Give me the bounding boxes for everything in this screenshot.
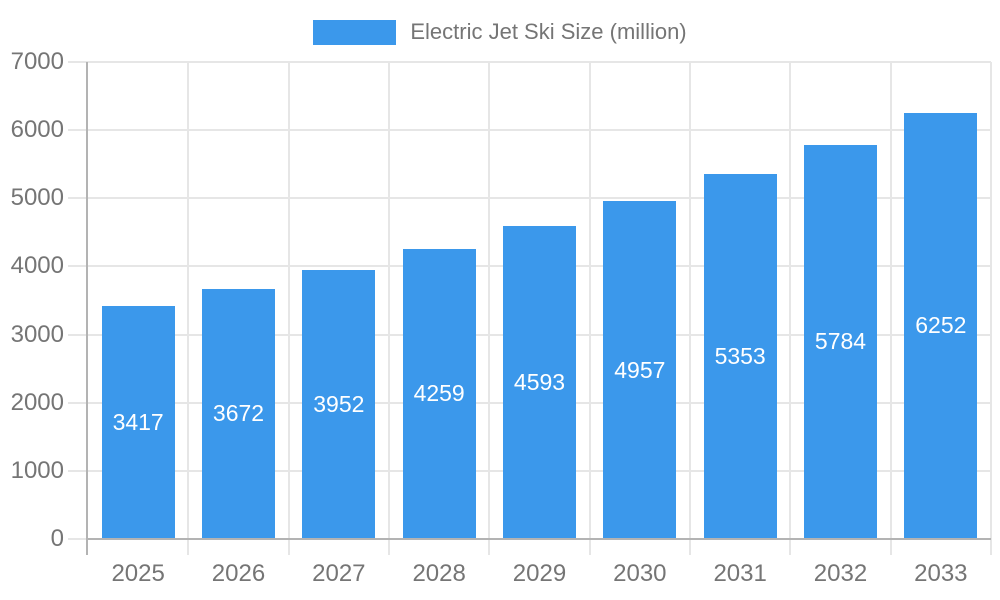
x-axis-label: 2026 (211, 560, 266, 587)
x-gridline (789, 62, 792, 555)
x-axis-label: 2031 (713, 560, 767, 587)
x-gridline (388, 62, 390, 555)
y-axis-label: 0 (50, 525, 64, 552)
y-gridline (68, 129, 991, 132)
x-gridline (187, 62, 190, 555)
bar-value-label: 4593 (513, 369, 566, 395)
y-axis-label: 7000 (10, 48, 64, 75)
x-axis-line (86, 538, 991, 540)
bar-value-label: 6252 (915, 312, 967, 339)
bar-value-label: 3952 (313, 390, 365, 417)
y-axis-line (86, 62, 88, 555)
x-axis-label: 2030 (613, 560, 667, 587)
y-axis-label: 4000 (10, 252, 64, 280)
bar-2032[interactable]: 5784 (804, 144, 877, 539)
y-axis-label: 1000 (10, 456, 64, 484)
bar-value-label: 5353 (714, 343, 766, 370)
y-tick-mark (68, 538, 88, 540)
bar-2030[interactable]: 4957 (603, 201, 677, 539)
bar-2029[interactable]: 4593 (503, 226, 576, 539)
x-gridline (588, 62, 591, 555)
y-axis-label: 2000 (10, 388, 64, 416)
legend-label: Electric Jet Ski Size (million) (410, 19, 687, 44)
bar-2031[interactable]: 5353 (703, 174, 777, 539)
x-axis-label: 2029 (512, 560, 567, 587)
legend[interactable]: Electric Jet Ski Size (million) (0, 17, 1000, 47)
bar-value-label: 3672 (212, 400, 265, 427)
bar-2033[interactable]: 6252 (904, 112, 978, 539)
bar-value-label: 5784 (814, 328, 867, 355)
y-axis-label: 6000 (10, 116, 64, 144)
y-axis-label: 5000 (10, 184, 64, 212)
x-gridline (488, 62, 491, 555)
x-axis-label: 2027 (312, 560, 366, 587)
bar-2026[interactable]: 3672 (202, 288, 275, 539)
bar-value-label: 4259 (413, 380, 465, 407)
bar-value-label: 4957 (614, 356, 666, 383)
x-gridline (990, 62, 992, 555)
legend-swatch-icon (313, 19, 397, 45)
bar-2027[interactable]: 3952 (302, 269, 376, 539)
x-axis-label: 2032 (813, 560, 868, 587)
y-axis-label: 3000 (10, 320, 64, 348)
y-gridline (68, 197, 991, 200)
x-gridline (689, 62, 691, 555)
x-gridline (889, 62, 892, 555)
bar-2028[interactable]: 4259 (402, 248, 476, 539)
x-axis-label: 2028 (412, 560, 466, 587)
x-gridline (287, 62, 290, 555)
bar-2025[interactable]: 3417 (101, 306, 175, 539)
bar-value-label: 3417 (112, 409, 164, 436)
y-gridline (68, 61, 991, 63)
x-axis-label: 2025 (111, 560, 165, 587)
x-axis-label: 2033 (914, 560, 968, 587)
